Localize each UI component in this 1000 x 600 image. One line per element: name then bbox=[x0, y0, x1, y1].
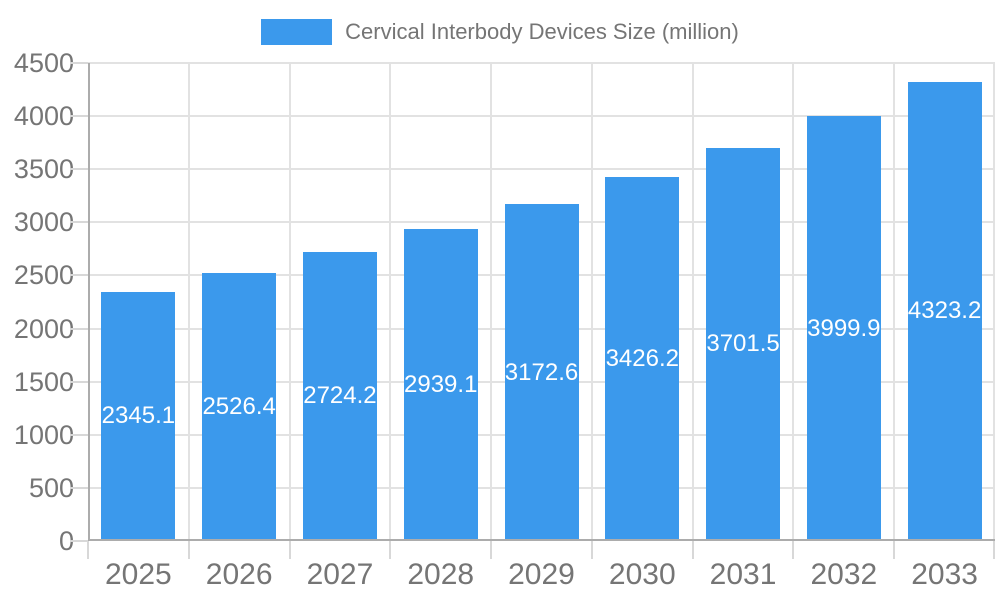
y-tick-mark bbox=[70, 486, 88, 489]
gridline-vertical bbox=[490, 63, 492, 541]
y-tick-mark bbox=[70, 115, 88, 118]
x-tick-label: 2026 bbox=[205, 558, 273, 591]
y-tick-label: 500 bbox=[28, 472, 74, 503]
bar[interactable]: 2345.1 bbox=[101, 291, 176, 541]
bar-value-label: 3172.6 bbox=[504, 358, 579, 386]
bar[interactable]: 4323.2 bbox=[907, 81, 982, 541]
gridline-vertical bbox=[188, 63, 190, 541]
gridline-vertical bbox=[289, 63, 291, 541]
bar-value-label: 2526.4 bbox=[202, 392, 276, 420]
x-tick-mark bbox=[591, 541, 593, 559]
gridline-vertical bbox=[792, 63, 794, 541]
gridline-horizontal bbox=[88, 168, 995, 171]
gridline-vertical bbox=[993, 63, 995, 541]
y-tick-mark bbox=[70, 274, 88, 277]
gridline-vertical bbox=[893, 63, 895, 541]
x-tick-label: 2027 bbox=[306, 558, 374, 591]
y-tick-label: 0 bbox=[58, 526, 74, 556]
y-tick-mark bbox=[70, 540, 88, 542]
y-tick-mark bbox=[70, 327, 88, 330]
bar-value-label: 3999.9 bbox=[807, 314, 881, 342]
x-tick-mark bbox=[490, 541, 492, 559]
y-tick-label: 3000 bbox=[13, 207, 74, 238]
y-tick-label: 3500 bbox=[13, 154, 74, 185]
gridline-vertical bbox=[591, 63, 593, 541]
gridline-horizontal bbox=[88, 62, 995, 64]
bar-value-label: 2724.2 bbox=[303, 382, 377, 410]
gridline-horizontal bbox=[88, 115, 995, 118]
bar[interactable]: 2526.4 bbox=[202, 272, 277, 541]
x-axis-line bbox=[88, 539, 995, 541]
x-tick-label: 2032 bbox=[810, 558, 878, 591]
x-tick-mark bbox=[87, 541, 89, 559]
x-tick-mark bbox=[993, 541, 995, 559]
x-tick-label: 2030 bbox=[608, 558, 676, 591]
bar-value-label: 3426.2 bbox=[605, 345, 679, 373]
y-tick-mark bbox=[70, 433, 88, 436]
x-tick-mark bbox=[289, 541, 291, 559]
bar[interactable]: 2724.2 bbox=[302, 251, 377, 541]
x-tick-mark bbox=[188, 541, 190, 559]
bar[interactable]: 3701.5 bbox=[706, 147, 781, 541]
bar-value-label: 2939.1 bbox=[404, 370, 478, 398]
y-tick-label: 1500 bbox=[13, 366, 74, 397]
x-tick-label: 2028 bbox=[407, 558, 475, 591]
legend-swatch-icon[interactable] bbox=[261, 19, 333, 45]
x-tick-label: 2031 bbox=[709, 558, 777, 591]
legend[interactable]: Cervical Interbody Devices Size (million… bbox=[0, 16, 1000, 48]
bar[interactable]: 3999.9 bbox=[806, 116, 881, 541]
x-tick-mark bbox=[692, 541, 694, 559]
x-tick-mark bbox=[792, 541, 794, 559]
y-tick-label: 1000 bbox=[13, 419, 74, 450]
y-tick-label: 4000 bbox=[13, 101, 74, 132]
bar-value-label: 3701.5 bbox=[706, 330, 780, 358]
y-tick-mark bbox=[70, 380, 88, 383]
y-tick-mark bbox=[70, 62, 88, 64]
bar[interactable]: 3426.2 bbox=[605, 177, 680, 541]
legend-label: Cervical Interbody Devices Size (million… bbox=[345, 19, 739, 44]
gridline-vertical bbox=[389, 63, 391, 541]
x-tick-label: 2025 bbox=[105, 558, 172, 591]
x-tick-mark bbox=[389, 541, 391, 559]
x-tick-mark bbox=[893, 541, 895, 559]
x-tick-label: 2029 bbox=[508, 558, 575, 591]
plot-area: 2345.1 2526.4 2724.2 2939.1 3172.6 3426.2 3701… bbox=[88, 62, 995, 541]
y-tick-mark bbox=[70, 221, 88, 224]
y-axis-line bbox=[88, 63, 90, 541]
bar[interactable]: 3172.6 bbox=[504, 204, 579, 541]
y-tick-mark bbox=[70, 168, 88, 171]
bar[interactable]: 2939.1 bbox=[403, 228, 478, 541]
bar-value-label: 4323.2 bbox=[907, 297, 982, 325]
y-tick-label: 4500 bbox=[13, 48, 74, 78]
x-tick-label: 2033 bbox=[911, 558, 978, 591]
y-tick-label: 2000 bbox=[13, 313, 74, 344]
gridline-vertical bbox=[692, 63, 694, 541]
y-tick-label: 2500 bbox=[13, 260, 74, 291]
bar-value-label: 2345.1 bbox=[101, 402, 176, 430]
